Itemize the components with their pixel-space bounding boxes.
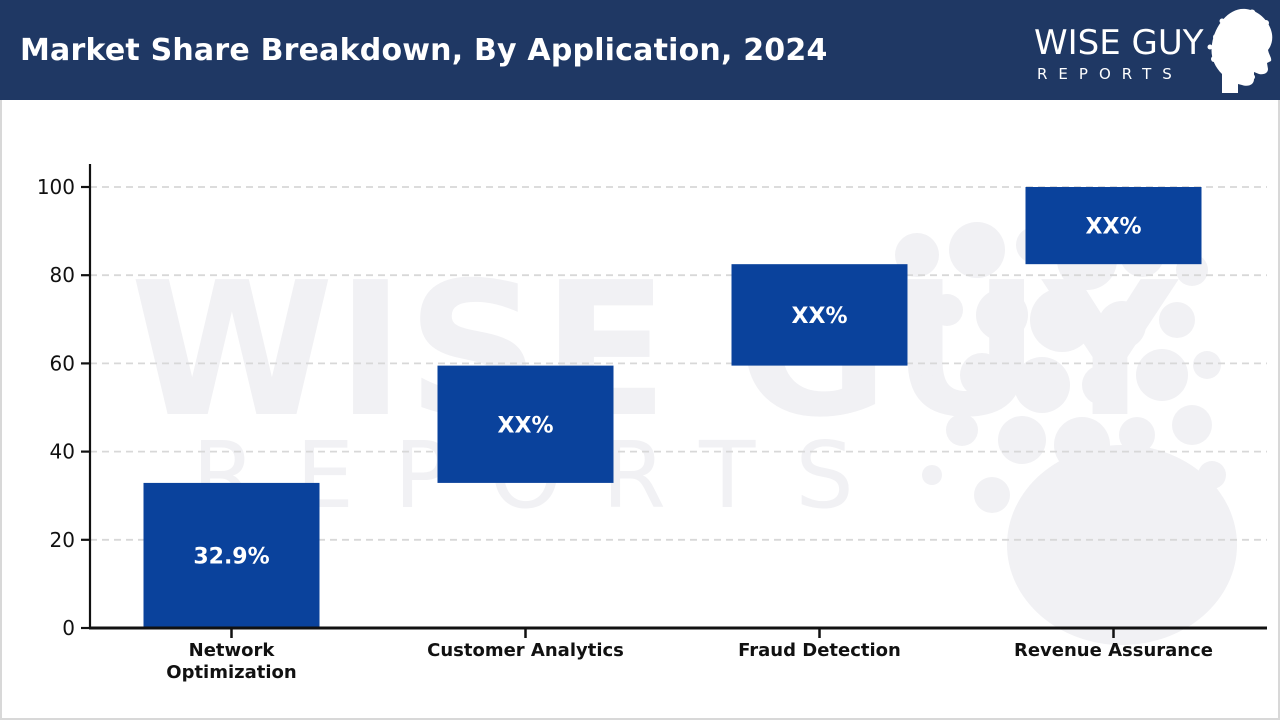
bar-customer-analytics — [437, 365, 614, 483]
x-label-fraud-detection: Fraud Detection — [738, 640, 901, 661]
logo-wordmark: WISE GUY — [1034, 23, 1204, 63]
header-bar: Market Share Breakdown, By Application, … — [0, 0, 1280, 100]
watermark-wordmark: WISE GUY — [130, 242, 1179, 458]
wiseguy-logo: WISE GUY REPORTS — [1034, 8, 1273, 93]
x-label-customer-analytics: Customer Analytics — [427, 640, 624, 661]
chart-area: WISE GUY REPORTS 32.9%XX%XX%XX%020406080… — [0, 100, 1280, 720]
bar-network-optimization — [143, 482, 320, 628]
bar-value-label: XX% — [1086, 215, 1142, 240]
x-label-network-optimization: Network Optimization — [166, 640, 296, 683]
y-tick-label: 60 — [50, 351, 75, 375]
logo-subtext: REPORTS — [1037, 65, 1183, 83]
bar-fraud-detection — [731, 264, 908, 366]
bar-value-label: 32.9% — [193, 544, 269, 569]
logo-face-icon — [1207, 8, 1273, 93]
y-tick-label: 100 — [37, 175, 75, 199]
y-tick-label: 20 — [50, 528, 75, 552]
waterfall-chart: 32.9% XX% XX% XX% 0 20 40 60 80 100 Network Optimiz… — [37, 164, 1267, 683]
y-tick-label: 0 — [62, 616, 75, 640]
bar-value-label: XX% — [792, 304, 848, 329]
watermark-face-icon — [895, 222, 1237, 645]
y-tick-label: 40 — [50, 440, 75, 464]
x-label-revenue-assurance: Revenue Assurance — [1014, 640, 1213, 661]
bar-revenue-assurance — [1025, 187, 1202, 265]
bar-value-label: XX% — [498, 413, 554, 438]
y-tick-label: 80 — [50, 263, 75, 287]
chart-title: Market Share Breakdown, By Application, … — [20, 32, 828, 68]
